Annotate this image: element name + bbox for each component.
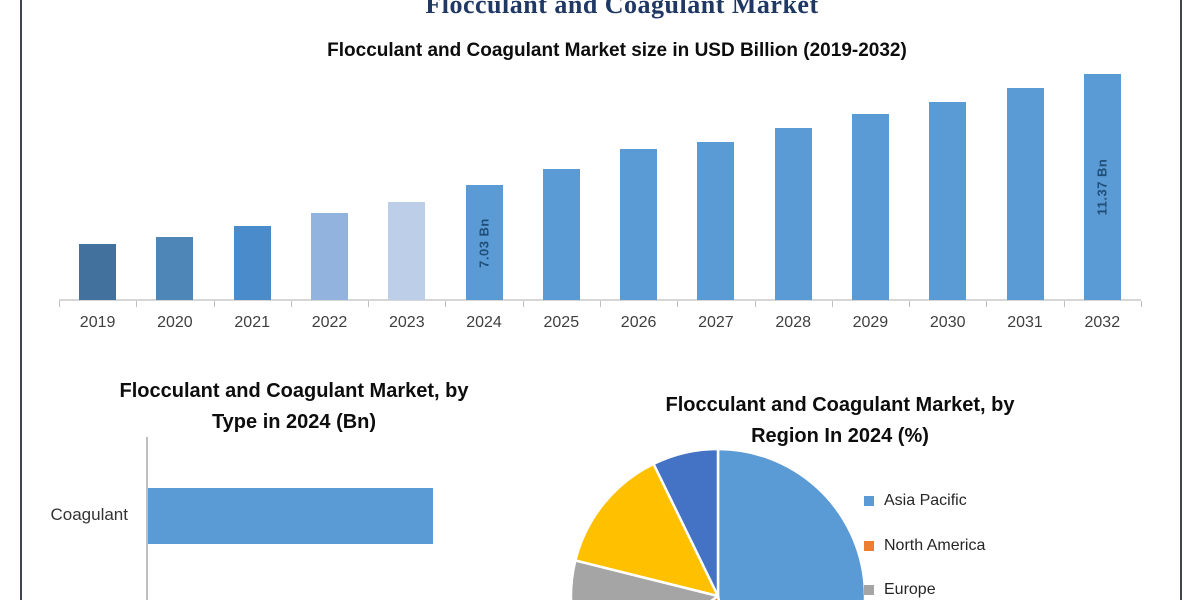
x-tick-label-2028: 2028 (775, 314, 811, 331)
legend-item-north-america: North America (864, 537, 985, 555)
legend-item-asia-pacific: Asia Pacific (864, 492, 967, 510)
column-bar-2021 (233, 226, 271, 300)
region-chart-title: Flocculant and Coagulant Market, by Regi… (650, 390, 1030, 452)
x-axis-tick (522, 301, 524, 307)
pie-slice-europe (569, 559, 720, 600)
x-axis-tick (290, 301, 292, 307)
region-pie-chart (569, 447, 867, 600)
x-axis-tick (1140, 301, 1142, 307)
column-bar-2031 (1006, 88, 1044, 300)
type-chart-bar (148, 488, 433, 544)
x-axis-tick (136, 301, 138, 307)
legend-swatch-icon (864, 541, 874, 551)
x-axis-tick (986, 301, 988, 307)
type-chart-y-axis (146, 437, 148, 600)
x-axis-tick (59, 301, 60, 307)
x-tick-label-2029: 2029 (852, 314, 889, 331)
x-axis-tick (909, 301, 911, 307)
x-tick-label-2026: 2026 (620, 314, 657, 331)
x-axis-tick (600, 301, 601, 307)
type-chart-title-line2: Type in 2024 (Bn) (211, 411, 377, 433)
pie-slice-unlabeled-4 (652, 447, 720, 598)
column-bar-2027 (697, 142, 735, 300)
column-bar-2022 (311, 213, 348, 300)
x-axis-tick (677, 301, 679, 307)
page-border-right (1180, 0, 1182, 600)
column-bar-2032 (1083, 74, 1121, 300)
x-tick-label-2031: 2031 (1007, 314, 1043, 331)
x-axis-tick (213, 301, 215, 307)
column-bar-2026 (620, 149, 658, 300)
column-chart-x-axis (59, 299, 1141, 301)
x-tick-label-2020: 2020 (157, 314, 193, 331)
region-chart-title-line2: Region In 2024 (%) (751, 425, 929, 447)
legend-item-europe: Europe (864, 581, 936, 599)
x-tick-label-2022: 2022 (311, 314, 348, 331)
column-chart-title: Flocculant and Coagulant Market size in … (327, 40, 907, 61)
legend-swatch-icon (864, 585, 874, 595)
column-bar-2028 (774, 128, 812, 300)
legend-swatch-icon (864, 496, 874, 506)
x-tick-label-2024: 2024 (466, 314, 502, 331)
column-bar-2029 (851, 114, 889, 300)
x-tick-label-2023: 2023 (389, 314, 425, 331)
region-chart-title-line1: Flocculant and Coagulant Market, by (665, 394, 1015, 416)
x-tick-label-2030: 2030 (929, 314, 966, 331)
legend-label: Asia Pacific (884, 492, 967, 509)
x-tick-label-2032: 2032 (1084, 314, 1121, 331)
x-axis-tick (445, 301, 447, 307)
bar-value-label-2032: 11.37 Bn (1094, 158, 1110, 216)
column-bar-2023 (388, 202, 426, 300)
column-bar-2024 (465, 185, 503, 300)
x-tick-label-2025: 2025 (543, 314, 580, 331)
x-tick-label-2027: 2027 (698, 314, 734, 331)
x-tick-label-2019: 2019 (79, 314, 116, 331)
column-bar-2025 (542, 169, 580, 300)
bar-value-label-2024: 7.03 Bn (476, 217, 492, 268)
column-bar-2020 (156, 237, 194, 300)
x-tick-label-2021: 2021 (234, 314, 270, 331)
type-chart-category-label: Coagulant (50, 505, 128, 524)
x-axis-tick (754, 301, 756, 307)
column-bar-2019 (79, 244, 117, 300)
page-title: Flocculant and Coagulant Market (425, 0, 819, 19)
x-axis-tick (368, 301, 370, 307)
pie-slice-unlabeled-3 (574, 462, 720, 598)
pie-slice-asia-pacific (716, 447, 867, 600)
legend-label: North America (884, 537, 986, 554)
type-chart-title: Flocculant and Coagulant Market, by Type… (60, 376, 528, 438)
type-chart-title-line1: Flocculant and Coagulant Market, by (119, 380, 469, 402)
column-bar-2030 (929, 102, 967, 300)
page-border-left (20, 0, 22, 600)
legend-label: Europe (884, 581, 936, 598)
x-axis-tick (831, 301, 833, 307)
x-axis-tick (1063, 301, 1065, 307)
